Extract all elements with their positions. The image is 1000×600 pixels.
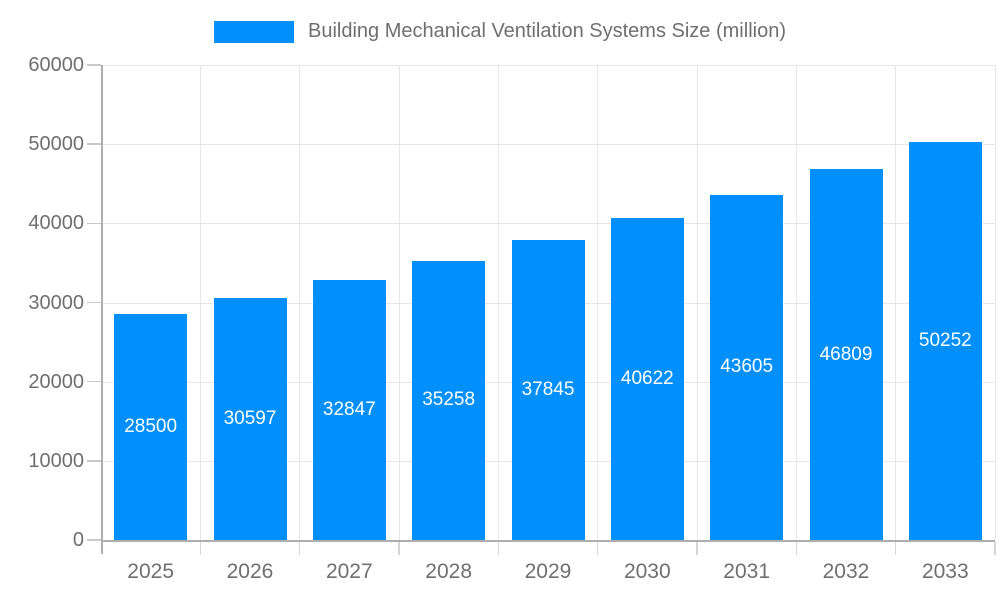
bar-value-label: 43605 <box>720 356 774 378</box>
y-axis-tick <box>87 301 101 304</box>
bar-value-label: 30597 <box>223 407 277 429</box>
gridline-v <box>597 65 599 540</box>
bar[interactable] <box>114 314 188 540</box>
bar-value-label: 46809 <box>819 343 873 365</box>
bar[interactable] <box>908 142 982 540</box>
bar[interactable] <box>312 279 386 540</box>
x-tick-label: 2029 <box>524 560 572 583</box>
y-axis-tick <box>87 222 101 225</box>
x-tick-label: 2026 <box>226 560 274 583</box>
x-tick-label: 2031 <box>723 560 771 583</box>
bar-value-label: 32847 <box>322 398 376 420</box>
legend-label: Building Mechanical Ventilation Systems … <box>308 20 786 42</box>
x-axis-tick <box>298 542 301 555</box>
bar-value-label: 40622 <box>620 368 674 390</box>
x-tick-label: 2027 <box>325 560 373 583</box>
plot-area: 28500 30597 32847 35258 37845 40622 43605 46809… <box>87 64 996 555</box>
gridline-h <box>101 65 995 66</box>
y-tick-label: 60000 <box>28 54 84 76</box>
y-tick-label: 20000 <box>28 370 84 393</box>
x-tick-label: 2033 <box>921 560 969 583</box>
bar[interactable] <box>610 218 684 540</box>
bar[interactable] <box>412 260 486 540</box>
gridline-v <box>398 65 400 540</box>
y-axis-tick <box>87 64 101 66</box>
y-tick-label: 10000 <box>28 449 84 472</box>
y-axis-tick <box>87 143 101 145</box>
legend-swatch <box>214 20 294 43</box>
bar[interactable] <box>511 240 585 540</box>
x-axis-line <box>101 540 995 542</box>
x-tick-label: 2030 <box>623 560 671 583</box>
x-axis-tick <box>994 542 996 555</box>
y-tick-label: 40000 <box>28 212 84 235</box>
gridline-v <box>994 65 996 540</box>
gridline-v <box>497 65 499 540</box>
gridline-v <box>795 65 797 540</box>
x-axis-tick <box>596 542 599 555</box>
y-axis-line <box>101 65 103 554</box>
legend[interactable]: Building Mechanical Ventilation Systems … <box>0 20 1000 43</box>
y-tick-label: 30000 <box>28 291 84 314</box>
bar-value-label: 37845 <box>521 379 575 401</box>
bar[interactable] <box>710 194 784 540</box>
bar-value-label: 50252 <box>918 330 972 352</box>
x-tick-label: 2032 <box>822 560 870 583</box>
y-axis-tick <box>87 539 101 541</box>
x-axis-tick <box>795 542 798 555</box>
x-axis-tick <box>398 542 400 555</box>
gridline-h <box>101 223 995 225</box>
y-tick-label: 50000 <box>28 133 84 156</box>
x-axis-tick <box>894 542 897 555</box>
x-axis-tick <box>199 542 202 555</box>
gridline-v <box>895 65 897 540</box>
bar-value-label: 35258 <box>422 389 476 411</box>
y-axis-tick <box>87 460 101 462</box>
x-tick-label: 2025 <box>127 560 175 583</box>
x-tick-label: 2028 <box>425 560 473 583</box>
bar[interactable] <box>809 169 883 540</box>
bar-value-label: 28500 <box>124 416 178 438</box>
gridline-v <box>199 65 201 540</box>
x-axis-tick <box>696 542 698 555</box>
x-axis-tick <box>497 542 500 555</box>
bar[interactable] <box>213 297 287 540</box>
gridline-h <box>101 144 995 146</box>
y-tick-label: 0 <box>72 529 84 551</box>
gridline-v <box>696 65 698 540</box>
gridline-v <box>299 65 301 540</box>
y-axis-tick <box>87 380 101 383</box>
